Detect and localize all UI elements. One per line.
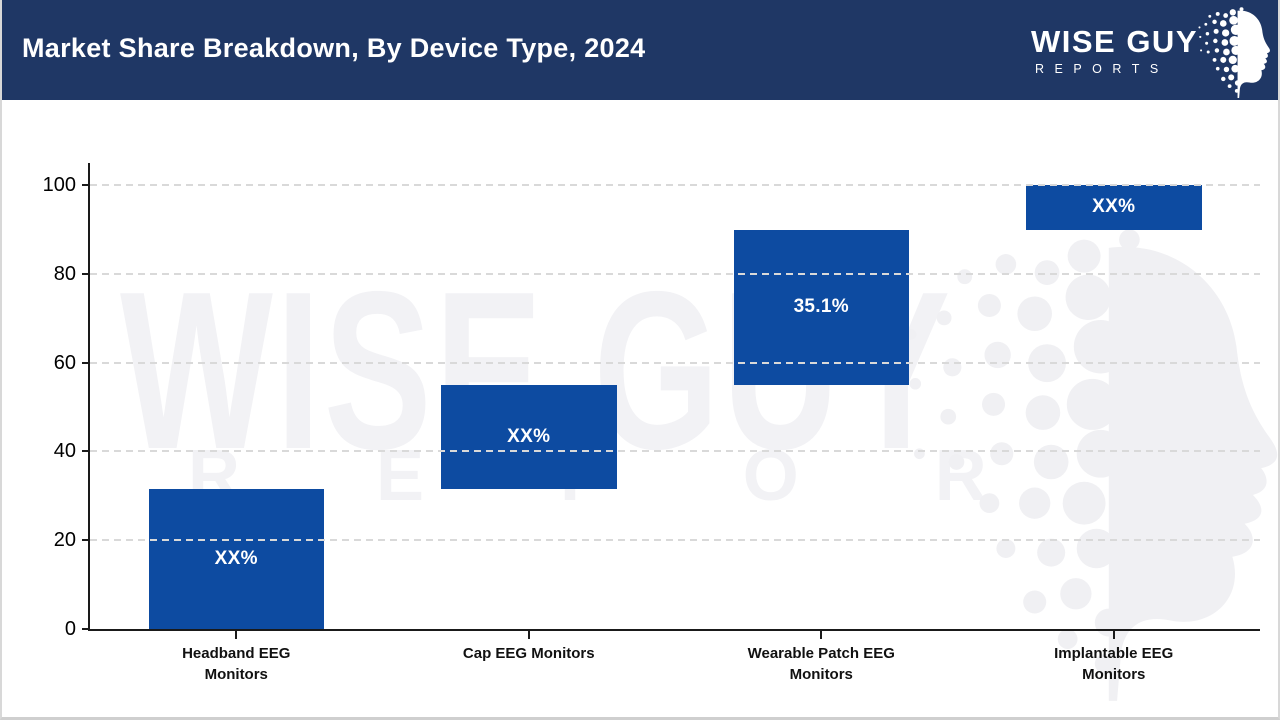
x-tick-1 <box>527 631 530 639</box>
bar-value-label-2: 35.1% <box>793 296 849 318</box>
y-tick-label-40: 40 <box>53 440 76 463</box>
brand-logo: WISE GUY REPORTS <box>1031 0 1274 100</box>
y-tick-100 <box>82 184 90 187</box>
chart-area: WISE GUY R E P O R T S XX%XX%35.1%XX%020… <box>2 100 1278 717</box>
y-tick-label-100: 100 <box>42 174 76 197</box>
y-tick-label-20: 20 <box>53 529 76 552</box>
x-axis-line <box>88 629 1260 631</box>
x-category-label-2: Wearable Patch EEG Monitors <box>747 645 895 683</box>
bar-2: 35.1% <box>733 229 909 386</box>
bar-0: XX% <box>148 489 324 629</box>
y-tick-40 <box>82 450 90 453</box>
gridline-80 <box>90 272 1260 275</box>
gridline-20 <box>90 539 1260 542</box>
y-tick-label-60: 60 <box>53 351 76 374</box>
y-tick-60 <box>82 361 90 364</box>
y-tick-80 <box>82 272 90 275</box>
y-axis-line <box>88 163 90 631</box>
bar-3: XX% <box>1026 185 1202 230</box>
x-category-label-0: Headband EEG Monitors <box>182 645 291 683</box>
bar-value-label-1: XX% <box>507 426 551 448</box>
brand-text: WISE GUY REPORTS <box>1031 26 1198 76</box>
gridline-100 <box>90 184 1260 187</box>
bar-value-label-0: XX% <box>214 548 258 570</box>
dotted-head-icon <box>1198 7 1270 98</box>
watermark-head-icon <box>905 229 1278 701</box>
x-tick-2 <box>820 631 823 639</box>
y-tick-20 <box>82 539 90 542</box>
y-tick-0 <box>82 628 90 630</box>
y-tick-label-0: 0 <box>64 618 76 640</box>
x-tick-0 <box>235 631 238 639</box>
header-bar: Market Share Breakdown, By Device Type, … <box>2 0 1278 100</box>
bar-value-label-3: XX% <box>1092 196 1136 218</box>
brand-subtitle: REPORTS <box>1034 62 1169 76</box>
page-title: Market Share Breakdown, By Device Type, … <box>22 32 646 63</box>
x-category-label-1: Cap EEG Monitors <box>462 645 595 662</box>
bar-1: XX% <box>441 385 617 490</box>
gridline-40 <box>90 450 1260 453</box>
x-tick-3 <box>1112 631 1115 639</box>
gridline-60 <box>90 361 1260 364</box>
x-category-label-3: Implantable EEG Monitors <box>1054 645 1174 683</box>
y-tick-label-80: 80 <box>53 262 76 285</box>
brand-name: WISE GUY <box>1030 24 1198 59</box>
